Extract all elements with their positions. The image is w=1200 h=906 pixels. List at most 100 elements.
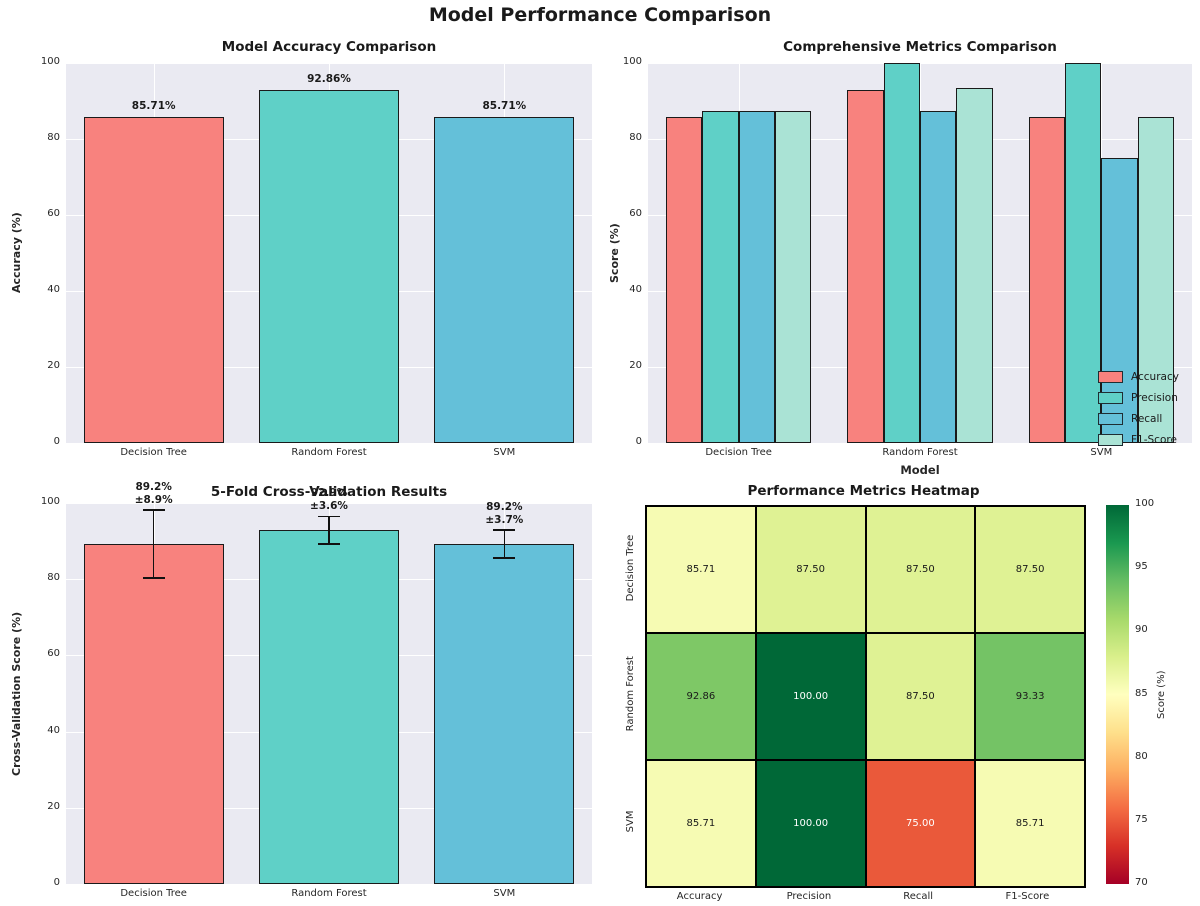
gridline (648, 443, 1192, 444)
heatmap-cell: 92.86 (647, 634, 755, 759)
bar (1028, 117, 1066, 443)
bar (666, 117, 703, 443)
colorbar-tick-label: 70 (1135, 877, 1148, 888)
bar (847, 90, 884, 443)
heatmap-grid: 85.71 87.50 87.50 87.50 92.86 100.00 87.50 93.3… (645, 505, 1086, 888)
heatmap-cell: 100.00 (756, 761, 865, 886)
legend-swatch (1098, 433, 1123, 446)
y-axis-label-metrics: Score (%) (608, 223, 621, 283)
y-tick-label: 40 (629, 284, 642, 295)
heatmap-cell: 87.50 (756, 507, 865, 632)
heatmap-cell: 87.50 (866, 634, 975, 759)
bar (434, 544, 575, 884)
colorbar-tick-label: 90 (1135, 624, 1148, 636)
y-axis-label-accuracy: Accuracy (%) (10, 212, 23, 294)
error-bar-cap (142, 509, 165, 512)
x-tick-label: SVM (1090, 447, 1113, 458)
chart-title-accuracy: Model Accuracy Comparison (221, 39, 437, 55)
heatmap-col-label: F1-Score (1005, 891, 1050, 902)
x-tick-label: Decision Tree (120, 888, 187, 899)
heatmap-cell-value: 87.50 (1015, 564, 1045, 575)
y-tick-label: 60 (47, 208, 60, 219)
y-tick-label: 80 (47, 132, 60, 143)
colorbar-tick-label: 100 (1135, 498, 1155, 509)
error-bar-line (152, 510, 155, 579)
heatmap-cell: 87.50 (976, 507, 1084, 632)
x-tick-label: Random Forest (882, 447, 958, 458)
colorbar-tick-label: 80 (1135, 750, 1148, 762)
x-tick-label: Random Forest (291, 447, 367, 458)
bar (956, 88, 993, 443)
bar (83, 117, 224, 443)
legend-swatch (1098, 370, 1123, 383)
cross-validation-bar-chart: 5-Fold Cross-Validation Results Cross-Va… (0, 476, 600, 906)
heatmap-col-label: Recall (903, 891, 934, 902)
y-tick-label: 0 (53, 436, 60, 447)
heatmap-row-label: SVM (625, 809, 636, 832)
bar (920, 110, 957, 443)
y-tick-label: 100 (622, 56, 642, 67)
bar (738, 110, 775, 443)
gridline (66, 884, 592, 885)
metrics-grouped-bar-chart: Comprehensive Metrics Comparison Score (… (600, 36, 1200, 488)
error-bar-cap (493, 529, 516, 531)
y-tick-label: 80 (629, 132, 642, 143)
legend: Accuracy Precision Recall F1-Score (1098, 366, 1194, 450)
bar-value-label: 92.9% ±3.6% (310, 487, 348, 513)
plot-area-accuracy (66, 63, 592, 444)
chart-title-heatmap: Performance Metrics Heatmap (747, 483, 980, 499)
gridline (66, 443, 592, 444)
legend-label: Precision (1131, 391, 1178, 404)
heatmap-cell-value: 87.50 (906, 691, 935, 702)
chart-title-metrics: Comprehensive Metrics Comparison (783, 39, 1057, 55)
legend-item: F1-Score (1098, 429, 1194, 450)
heatmap-cell-value: 75.00 (906, 818, 935, 829)
bar (258, 530, 400, 884)
heatmap-cell: 93.33 (976, 634, 1084, 759)
y-tick-label: 100 (40, 496, 60, 507)
heatmap-row-label: Decision Tree (625, 534, 636, 602)
heatmap-cell: 87.50 (866, 507, 975, 632)
colorbar (1106, 505, 1129, 884)
y-tick-label: 20 (47, 360, 60, 371)
legend-swatch (1098, 391, 1123, 404)
error-bar-cap (493, 557, 516, 560)
y-tick-label: 60 (47, 648, 60, 660)
heatmap-cell-value: 87.50 (796, 564, 825, 575)
heatmap-col-label: Precision (786, 891, 832, 902)
y-axis-label-cv: Cross-Validation Score (%) (10, 611, 23, 776)
error-bar-cap (318, 542, 340, 545)
bar-value-label: 85.71% (482, 100, 527, 113)
bar-value-label: 89.2% ±8.9% (134, 481, 173, 507)
error-bar-line (328, 516, 330, 544)
colorbar-tick-label: 85 (1135, 687, 1148, 699)
bar (1065, 63, 1102, 443)
y-tick-label: 80 (47, 572, 60, 584)
bar (1137, 117, 1174, 443)
x-tick-label: SVM (493, 888, 516, 899)
legend-label: Accuracy (1131, 370, 1179, 383)
legend-item: Recall (1098, 408, 1194, 429)
legend-label: Recall (1131, 412, 1163, 425)
heatmap-row-label: Random Forest (625, 656, 636, 733)
heatmap-cell: 100.00 (756, 634, 865, 759)
x-tick-label: Decision Tree (120, 447, 187, 458)
bar-value-label: 92.86% (307, 73, 351, 86)
chart-title-cv: 5-Fold Cross-Validation Results (210, 484, 448, 500)
y-tick-label: 0 (53, 877, 60, 888)
y-tick-label: 60 (629, 208, 642, 219)
y-tick-label: 100 (40, 56, 60, 67)
y-tick-label: 20 (47, 800, 60, 812)
x-tick-label: SVM (493, 447, 516, 458)
heatmap-cell-value: 92.86 (686, 691, 716, 702)
heatmap-cell-value: 85.71 (1015, 818, 1045, 829)
legend-item: Accuracy (1098, 366, 1194, 387)
bar (258, 90, 400, 443)
bar (883, 63, 920, 443)
colorbar-tick-label: 75 (1135, 813, 1148, 825)
bar-value-label: 85.71% (131, 100, 176, 113)
plot-area-cv (66, 503, 592, 885)
bar (702, 110, 739, 443)
x-tick-label: Random Forest (291, 888, 367, 899)
heatmap-col-label: Accuracy (676, 891, 723, 902)
